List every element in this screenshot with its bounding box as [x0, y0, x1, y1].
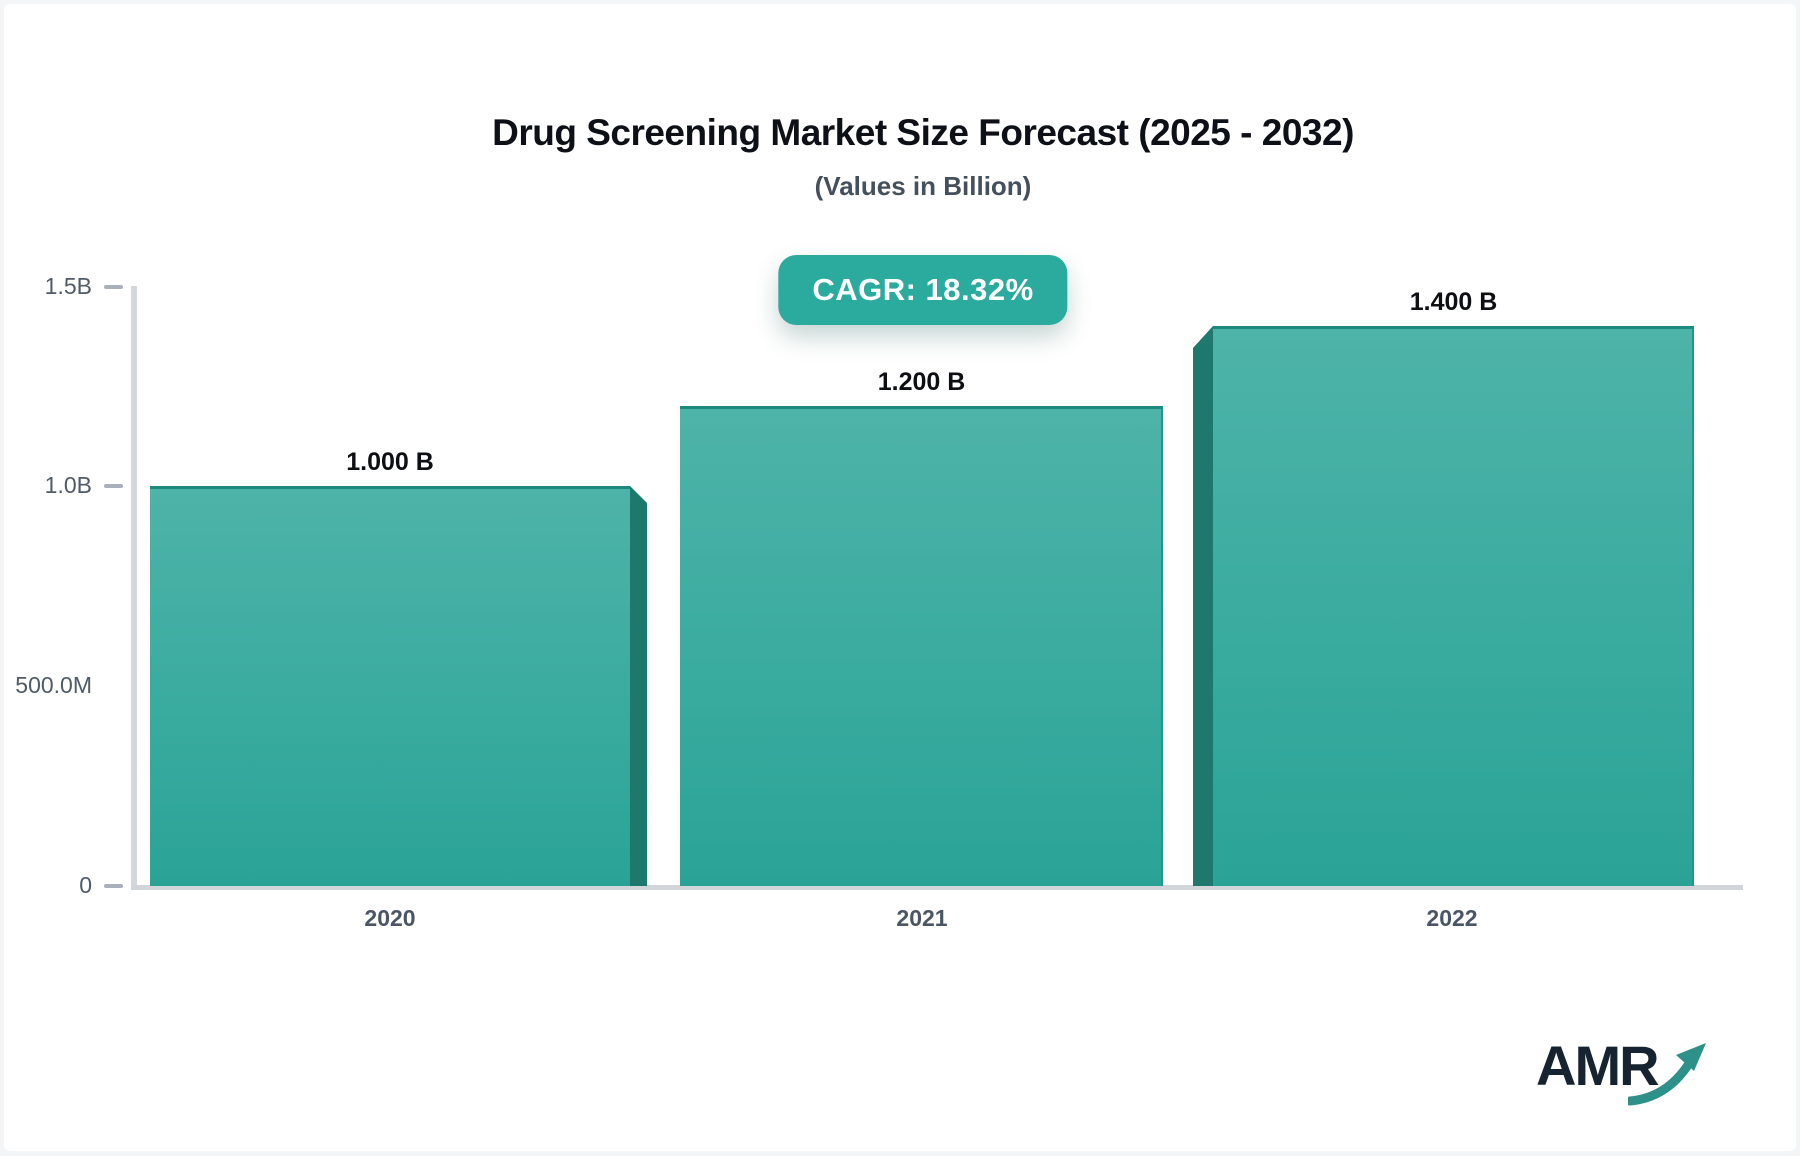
bar-group-2022: 1.400 B	[1213, 288, 1694, 886]
bar-2021[interactable]	[680, 406, 1163, 886]
bar-value-label: 1.200 B	[877, 368, 966, 396]
y-tick-label: 1.5B	[44, 273, 92, 299]
bar-value-label: 1.400 B	[1409, 288, 1498, 316]
bar-2020[interactable]	[150, 486, 630, 886]
amr-logo: AMR	[1536, 1033, 1711, 1108]
x-tick-label-2022: 2022	[1426, 905, 1478, 931]
x-tick-label-2020: 2020	[364, 905, 416, 931]
cagr-badge: CAGR: 18.32%	[778, 255, 1068, 325]
y-tick-mark	[104, 884, 123, 888]
amr-logo-text: AMR	[1536, 1034, 1660, 1097]
x-tick-label-2021: 2021	[896, 905, 948, 931]
y-tick-label: 500.0M	[15, 672, 92, 698]
chart-subtitle: (Values in Billion)	[814, 171, 1032, 201]
plot-area: 1.000 B 1.200 B 1.400 B	[0, 286, 1800, 886]
bar-group-2021: 1.200 B	[680, 368, 1163, 886]
x-axis-baseline	[131, 885, 1743, 890]
y-tick-label: 0	[79, 872, 92, 898]
y-tick-mark	[104, 285, 123, 289]
bar-2022[interactable]	[1213, 326, 1694, 886]
y-axis-line	[131, 286, 137, 890]
trend-up-arrow-icon	[1628, 1043, 1706, 1106]
bar-group-2020: 1.000 B	[150, 448, 630, 886]
chart-title: Drug Screening Market Size Forecast (202…	[492, 112, 1354, 153]
bar-value-label: 1.000 B	[346, 448, 434, 476]
y-tick-label: 1.0B	[44, 472, 92, 498]
y-tick-mark	[104, 484, 123, 488]
